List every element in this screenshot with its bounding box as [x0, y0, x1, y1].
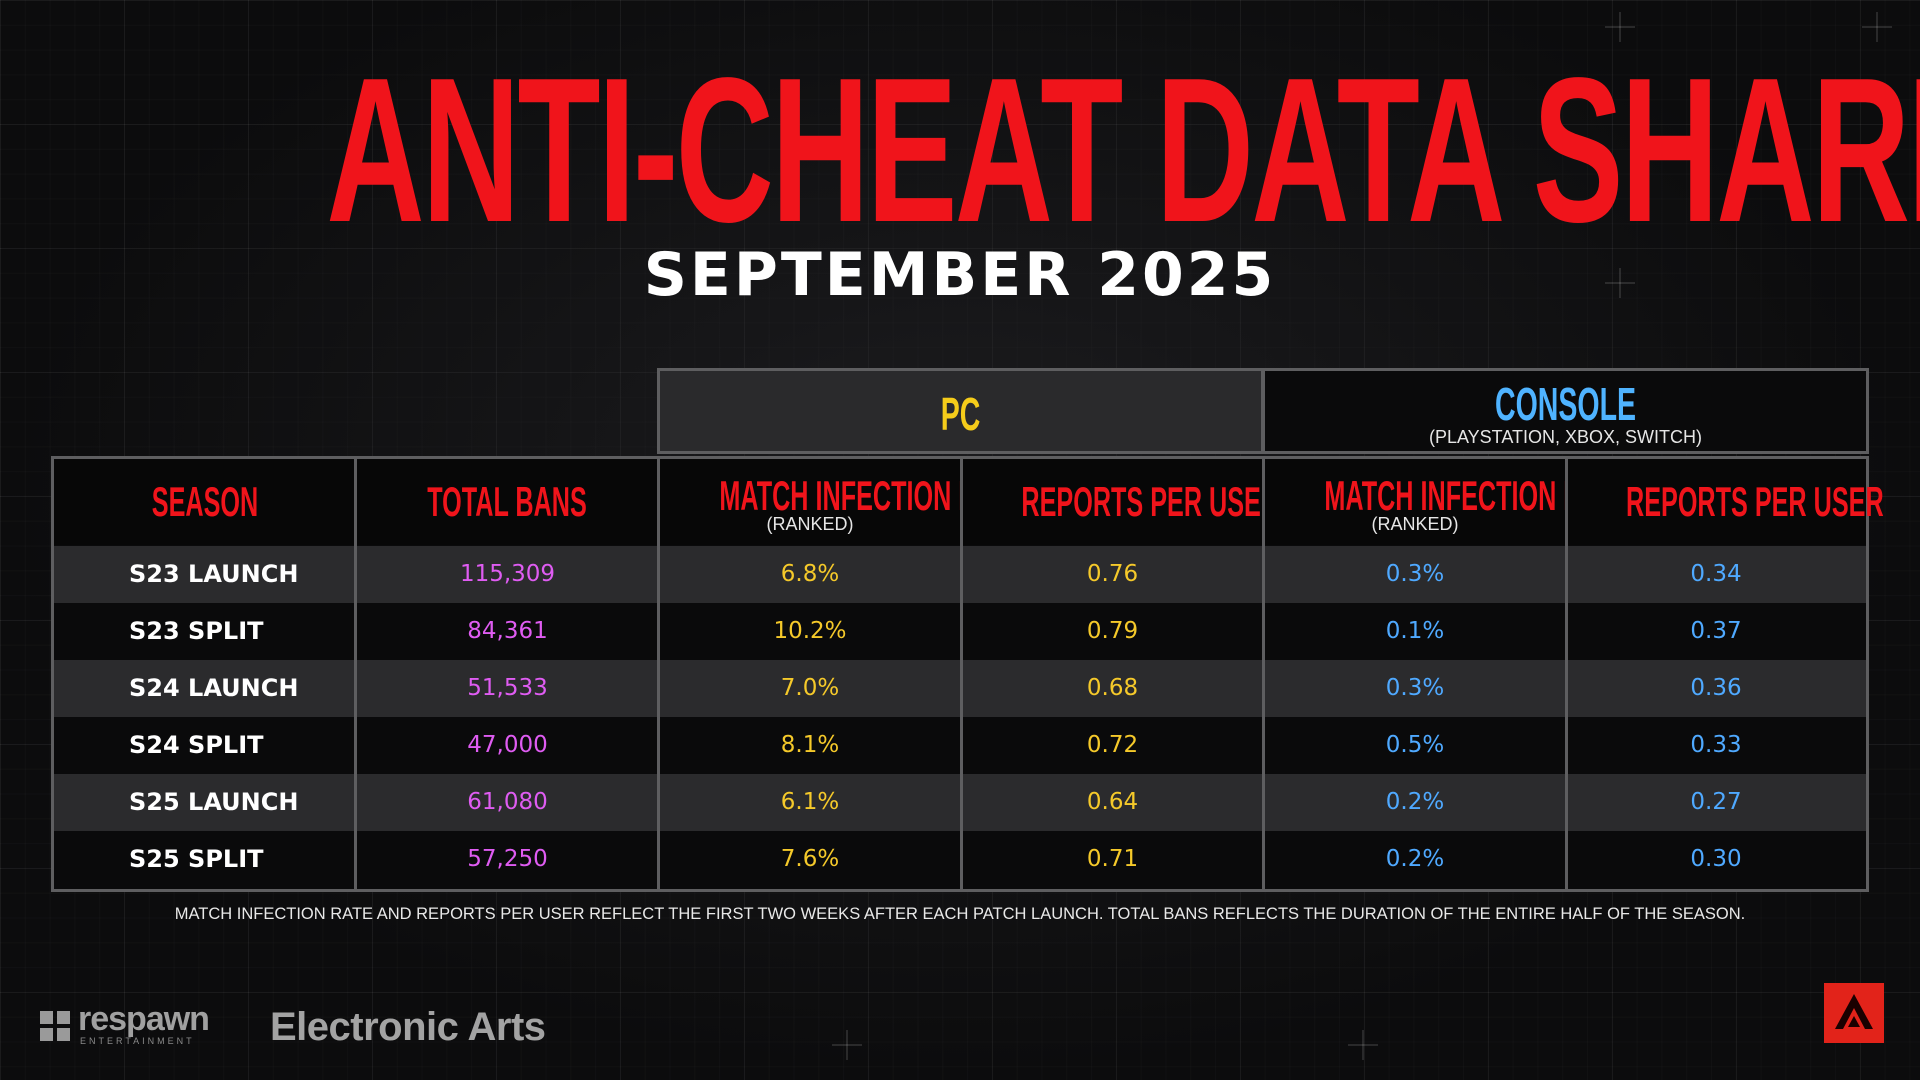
cell-total-bans: 51,533: [467, 675, 548, 701]
column-header-sublabel: (RANKED): [766, 514, 854, 534]
cell-console-reports: 0.33: [1690, 732, 1742, 758]
page-title: ANTI-CHEAT DATA SHARE: [326, 35, 1920, 265]
cell-pc-infection-rate: 10.2%: [773, 618, 847, 644]
column-header-sublabel: (RANKED): [1371, 514, 1459, 534]
cell-pc-infection-rate: 7.6%: [780, 846, 840, 872]
cell-pc-reports: 0.68: [1086, 675, 1139, 701]
respawn-wordmark: respawn: [78, 1000, 210, 1038]
cell-console-reports: 0.27: [1690, 789, 1742, 815]
cell-total-bans: 84,361: [467, 618, 548, 644]
cell-season: S24 SPLIT: [129, 731, 264, 759]
cell-pc-infection-rate: 8.1%: [780, 732, 840, 758]
group-label-pc: PC: [940, 388, 981, 440]
group-sublabel-console: (PLAYSTATION, XBOX, SWITCH): [1428, 427, 1703, 447]
table-footnote: MATCH INFECTION RATE AND REPORTS PER USE…: [174, 905, 1746, 923]
table-body: SEASON TOTAL BANS MATCH INFECTION RATE (…: [51, 456, 1884, 892]
column-header-label: SEASON: [151, 478, 259, 525]
cell-console-infection-rate: 0.1%: [1385, 618, 1445, 644]
column-header-total-bans: TOTAL BANS: [356, 459, 658, 545]
cell-pc-reports: 0.79: [1086, 618, 1139, 644]
cell-pc-infection-rate: 6.1%: [780, 789, 840, 815]
cell-total-bans: 47,000: [467, 732, 548, 758]
column-header-pc-infection-rate: MATCH INFECTION RATE (RANKED): [659, 459, 1026, 545]
column-header-label: MATCH INFECTION RATE: [1324, 472, 1631, 519]
column-divider: [960, 459, 963, 889]
cell-season: S25 LAUNCH: [129, 788, 299, 816]
cell-pc-reports: 0.72: [1086, 732, 1139, 758]
column-header-label: REPORTS PER USER: [1021, 478, 1280, 525]
crosshair-decoration: [832, 1030, 862, 1060]
crosshair-decoration: [1605, 268, 1635, 298]
column-header-label: REPORTS PER USER: [1626, 478, 1884, 525]
page-subtitle: SEPTEMBER 2025: [643, 240, 1277, 310]
cell-console-infection-rate: 0.5%: [1385, 732, 1445, 758]
respawn-tagline: ENTERTAINMENT: [80, 1036, 195, 1046]
crosshair-decoration: [1348, 1030, 1378, 1060]
cell-total-bans: 57,250: [467, 846, 548, 872]
cell-total-bans: 115,309: [459, 561, 556, 587]
cell-season: S23 SPLIT: [129, 617, 264, 645]
group-label-console: CONSOLE: [1494, 378, 1637, 430]
anti-cheat-table: PC CONSOLE (PLAYSTATION, XBOX, SWITCH) S…: [51, 368, 1884, 892]
electronic-arts-wordmark: Electronic Arts: [270, 1005, 546, 1049]
column-header-label: TOTAL BANS: [427, 478, 587, 525]
cell-pc-reports: 0.76: [1086, 561, 1139, 587]
column-divider: [1262, 459, 1265, 889]
group-header-console: CONSOLE (PLAYSTATION, XBOX, SWITCH): [1262, 368, 1869, 454]
cell-console-reports: 0.37: [1690, 618, 1742, 644]
respawn-logo-icon: [40, 1011, 72, 1043]
column-header-label: MATCH INFECTION RATE: [719, 472, 1026, 519]
column-header-pc-reports: REPORTS PER USER: [961, 459, 1280, 545]
column-header-season: SEASON: [54, 459, 356, 545]
cell-console-infection-rate: 0.3%: [1385, 675, 1445, 701]
group-header-pc: PC: [657, 368, 1264, 454]
cell-console-infection-rate: 0.2%: [1385, 846, 1445, 872]
column-divider: [1565, 459, 1568, 889]
column-header-console-reports: REPORTS PER USER: [1566, 459, 1884, 545]
cell-pc-reports: 0.64: [1086, 789, 1139, 815]
cell-pc-reports: 0.71: [1086, 846, 1139, 872]
cell-season: S23 LAUNCH: [129, 560, 299, 588]
cell-season: S24 LAUNCH: [129, 674, 299, 702]
column-divider: [354, 459, 357, 889]
crosshair-decoration: [1862, 12, 1892, 42]
apex-logo-glyph: [1835, 994, 1873, 1029]
column-header-console-infection-rate: MATCH INFECTION RATE (RANKED): [1264, 459, 1631, 545]
cell-pc-infection-rate: 7.0%: [780, 675, 840, 701]
cell-console-infection-rate: 0.3%: [1385, 561, 1445, 587]
apex-legends-logo-icon: [1824, 983, 1884, 1043]
cell-season: S25 SPLIT: [129, 845, 264, 873]
crosshair-decoration: [1605, 12, 1635, 42]
respawn-logo: respawn ENTERTAINMENT: [40, 1001, 210, 1049]
cell-console-reports: 0.36: [1690, 675, 1742, 701]
cell-console-reports: 0.34: [1690, 561, 1742, 587]
cell-pc-infection-rate: 6.8%: [780, 561, 840, 587]
cell-console-infection-rate: 0.2%: [1385, 789, 1445, 815]
cell-total-bans: 61,080: [467, 789, 548, 815]
column-divider: [657, 459, 660, 889]
cell-console-reports: 0.30: [1690, 846, 1742, 872]
